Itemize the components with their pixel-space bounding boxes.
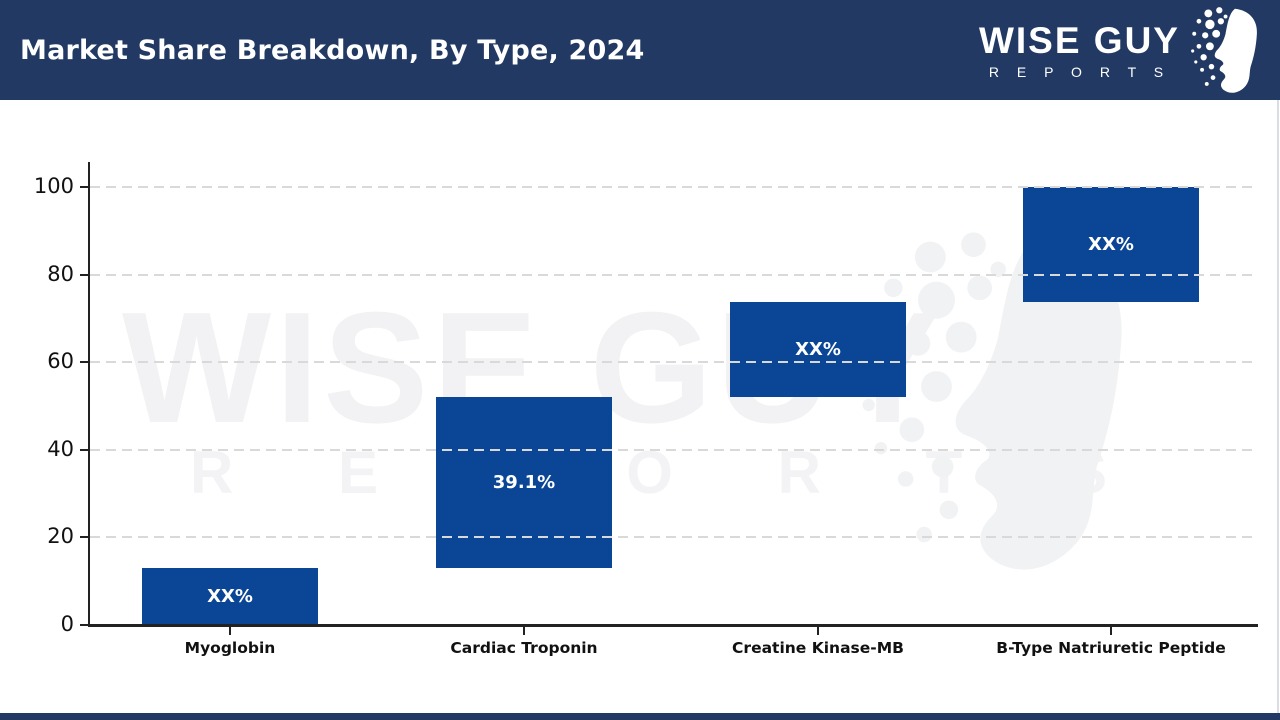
y-tick-mark-0 — [80, 624, 88, 626]
x-tick-mark-2 — [523, 627, 525, 635]
x-tick-mark-1 — [229, 627, 231, 635]
gridline-y-20 — [90, 536, 1257, 539]
logo-face-icon — [1191, 7, 1257, 93]
y-axis-spine — [88, 162, 90, 626]
logo-text: WISE GUY R E P O R T S — [979, 21, 1180, 81]
y-tick-label-100: 100 — [33, 174, 74, 198]
bar-value-label: 39.1% — [492, 471, 556, 493]
bar-value-label: XX% — [795, 338, 841, 360]
y-tick-label-80: 80 — [47, 261, 74, 286]
bar-1: XX% — [142, 568, 318, 625]
bar-2: 39.1% — [436, 396, 612, 569]
figure-right-border — [1277, 100, 1279, 713]
y-tick-mark-100 — [80, 186, 88, 188]
bar-3: XX% — [730, 302, 906, 397]
y-tick-mark-20 — [80, 536, 88, 539]
gridline-y-40 — [90, 448, 1257, 451]
page-title: Market Share Breakdown, By Type, 2024 — [20, 34, 645, 66]
header-bar: Market Share Breakdown, By Type, 2024 WI… — [0, 0, 1280, 100]
x-category-label-4: B-Type Natriuretic Peptide — [996, 639, 1226, 657]
y-tick-label-20: 20 — [47, 524, 74, 549]
watermark-face-icon — [862, 232, 1122, 570]
x-category-label-3: Creatine Kinase-MB — [732, 639, 904, 657]
y-tick-mark-60 — [80, 361, 88, 364]
chart-area: WISE GUY R E P O R T S 0 20 40 60 80 100 XX% My… — [0, 100, 1280, 713]
x-category-label-2: Cardiac Troponin — [450, 639, 598, 657]
logo-name: WISE GUY — [978, 20, 1180, 61]
logo-subtitle: R E P O R T S — [988, 64, 1171, 80]
y-tick-label-60: 60 — [47, 349, 74, 374]
footer-bar — [0, 713, 1280, 720]
x-category-label-1: Myoglobin — [184, 639, 276, 657]
x-axis-spine — [88, 624, 1258, 627]
gridline-y-100 — [90, 186, 1257, 188]
y-tick-mark-40 — [80, 448, 88, 451]
y-tick-label-0: 0 — [60, 612, 74, 636]
y-tick-label-40: 40 — [47, 436, 74, 461]
wise-guy-logo: WISE GUY R E P O R T S — [979, 4, 1266, 98]
bar-4: XX% — [1023, 187, 1199, 303]
x-tick-mark-3 — [817, 627, 819, 635]
bar-value-label: XX% — [207, 586, 253, 608]
y-tick-mark-80 — [80, 273, 88, 276]
bar-value-label: XX% — [1088, 234, 1134, 256]
x-tick-mark-4 — [1110, 627, 1112, 635]
gridline-y-60 — [90, 361, 1257, 364]
gridline-y-80 — [90, 273, 1257, 276]
